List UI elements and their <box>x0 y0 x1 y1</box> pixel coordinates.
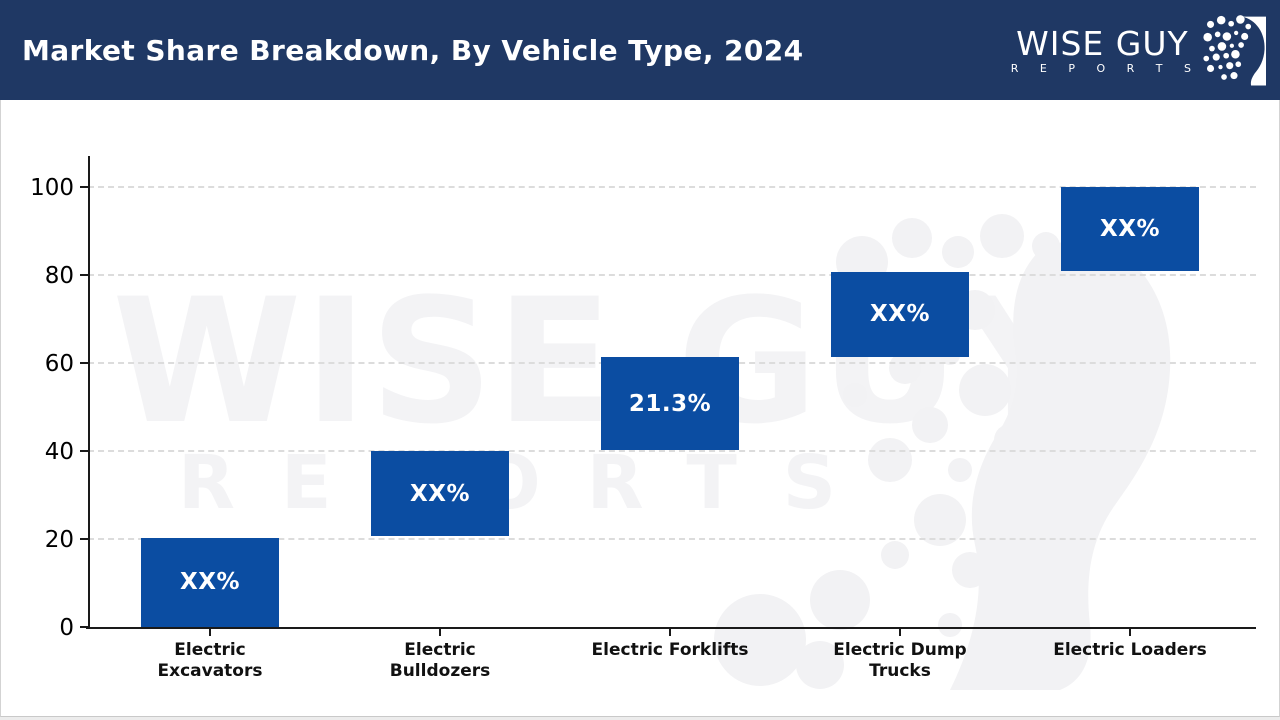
page-title: Market Share Breakdown, By Vehicle Type,… <box>22 33 804 67</box>
y-tick-label-20: 20 <box>44 527 74 553</box>
y-tick-0 <box>80 626 88 628</box>
logo-head-icon <box>1203 15 1266 86</box>
x-category-label: Electric Loaders <box>1053 640 1207 660</box>
y-tick-40 <box>80 450 88 452</box>
gridline-100 <box>88 186 1256 188</box>
y-tick-20 <box>80 538 88 540</box>
x-tick <box>439 629 441 636</box>
gridline-80 <box>88 274 1256 276</box>
x-category-label: Electric Excavators <box>157 640 263 682</box>
y-axis-line <box>88 156 90 629</box>
x-tick <box>1129 629 1131 636</box>
y-tick-label-60: 60 <box>44 351 74 377</box>
bar-value-label: XX% <box>869 301 930 328</box>
y-tick-label-100: 100 <box>30 175 74 201</box>
x-category-label: Electric Bulldozers <box>389 640 491 682</box>
x-axis-line <box>86 627 1256 629</box>
gridline-40 <box>88 450 1256 452</box>
y-tick-label-0: 0 <box>59 615 74 641</box>
wiseguy-logo: WISE GUY R E P O R T S <box>1005 7 1266 93</box>
bar-segment: 21.3% <box>601 357 739 451</box>
bar-segment: XX% <box>1061 186 1199 272</box>
bar-segment: XX% <box>831 271 969 357</box>
bar-value-label: XX% <box>409 480 470 507</box>
bar-segment: XX% <box>141 537 279 627</box>
y-tick-60 <box>80 362 88 364</box>
y-tick-label-80: 80 <box>44 263 74 289</box>
y-tick-100 <box>80 186 88 188</box>
logo-subtitle: R E P O R T S <box>1010 61 1200 75</box>
y-tick-80 <box>80 274 88 276</box>
x-tick <box>899 629 901 636</box>
logo-text: WISE GUY R E P O R T S <box>1005 27 1200 74</box>
x-tick <box>669 629 671 636</box>
header-bar: Market Share Breakdown, By Vehicle Type,… <box>0 0 1280 100</box>
bar-value-label: XX% <box>1099 215 1160 242</box>
gridline-20 <box>88 538 1256 540</box>
x-category-label: Electric Forklifts <box>591 640 749 660</box>
x-category-label: Electric Dump Trucks <box>833 640 967 682</box>
bottom-strip <box>0 717 1280 720</box>
bar-value-label: 21.3% <box>628 390 712 417</box>
logo-wordmark: WISE GUY <box>1016 23 1189 63</box>
x-tick <box>209 629 211 636</box>
bar-segment: XX% <box>371 451 509 537</box>
y-tick-label-40: 40 <box>44 439 74 465</box>
bar-value-label: XX% <box>179 569 240 596</box>
watermark-head-icon <box>714 214 1171 691</box>
